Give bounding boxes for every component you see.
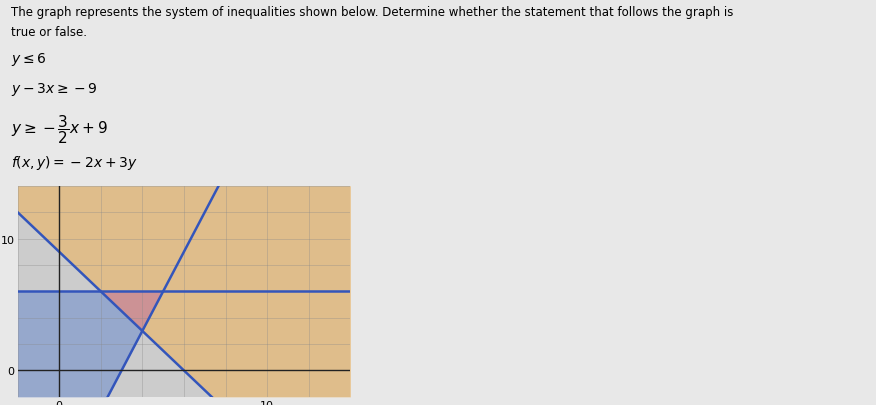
Text: The graph represents the system of inequalities shown below. Determine whether t: The graph represents the system of inequ… <box>11 6 733 19</box>
Text: $y \leq 6$: $y \leq 6$ <box>11 51 46 68</box>
Text: $y - 3x \geq -9$: $y - 3x \geq -9$ <box>11 81 97 98</box>
Text: $f(x, y) = -2x + 3y$: $f(x, y) = -2x + 3y$ <box>11 154 138 172</box>
Text: $y \geq -\dfrac{3}{2}x + 9$: $y \geq -\dfrac{3}{2}x + 9$ <box>11 113 108 146</box>
Text: true or false.: true or false. <box>11 26 87 39</box>
